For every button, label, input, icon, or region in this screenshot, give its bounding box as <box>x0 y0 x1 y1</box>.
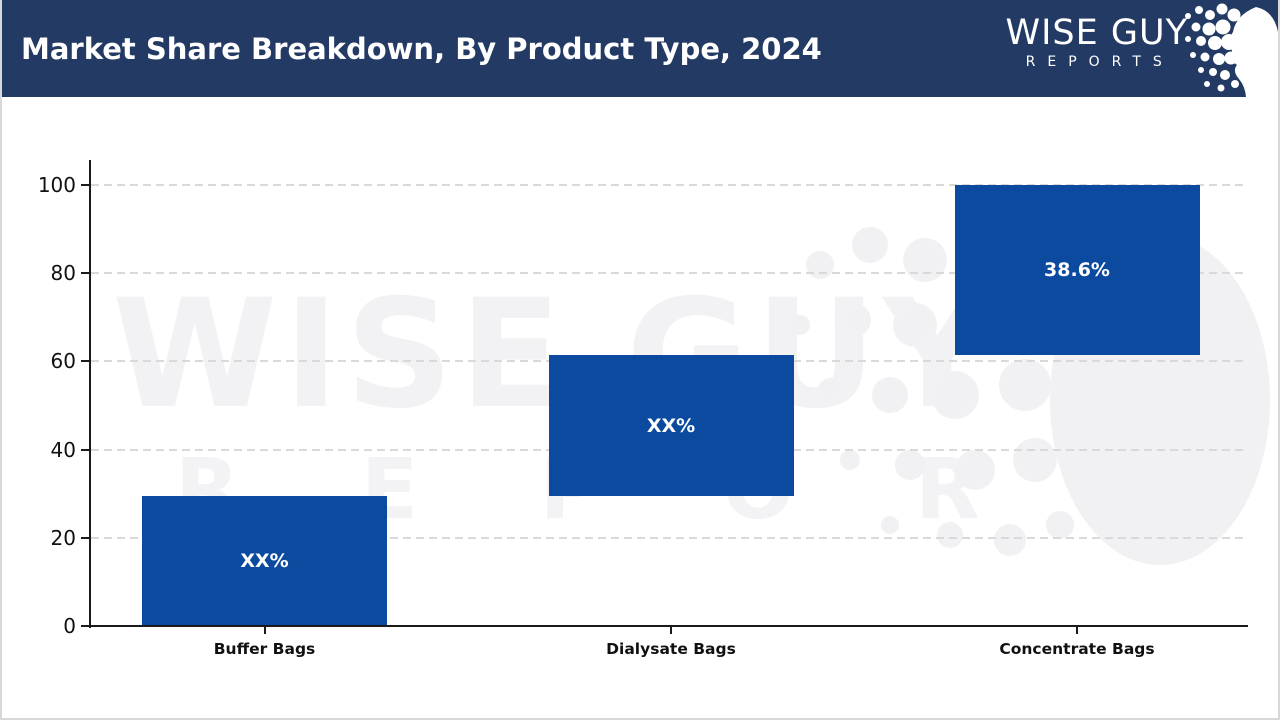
logo-wordmark: WISE GUY <box>1005 13 1188 53</box>
y-tick-label: 40 <box>50 437 76 462</box>
gridline-20 <box>91 536 1248 539</box>
y-tick-label: 100 <box>37 173 76 197</box>
gridline-100 <box>91 184 1248 186</box>
page-title: Market Share Breakdown, By Product Type,… <box>21 31 822 66</box>
y-axis-tick <box>81 360 89 363</box>
bar-dialysate-bags: XX% <box>548 355 794 497</box>
y-tick-label: 60 <box>50 349 76 374</box>
y-axis-tick <box>81 184 89 186</box>
y-axis-tick <box>81 536 89 539</box>
x-axis-tick <box>670 627 672 634</box>
y-tick-label: 80 <box>50 261 76 286</box>
logo-subtext: REPORTS <box>1025 54 1174 71</box>
x-tick-label: Dialysate Bags <box>606 640 736 658</box>
y-axis-tick <box>81 625 89 627</box>
y-axis-tick <box>81 272 89 275</box>
x-tick-label: Buffer Bags <box>213 640 316 658</box>
bar-value-label: 38.6% <box>1044 259 1110 282</box>
bar-concentrate-bags: 38.6% <box>954 185 1200 356</box>
bar-value-label: XX% <box>646 414 696 437</box>
y-axis-tick <box>81 448 89 451</box>
y-tick-label: 20 <box>50 525 76 550</box>
y-axis-line <box>89 160 91 628</box>
x-axis-line <box>89 625 1248 627</box>
bar-buffer-bags: XX% <box>142 496 387 626</box>
y-tick-label: 0 <box>63 614 76 638</box>
dotted-head-icon <box>1185 3 1280 97</box>
logo: WISE GUY REPORTS <box>1005 13 1188 70</box>
x-axis-tick <box>263 627 266 634</box>
bar-value-label: XX% <box>240 550 289 573</box>
x-axis-tick <box>1076 627 1078 634</box>
gridline-80 <box>91 272 1248 275</box>
x-tick-label: Concentrate Bags <box>999 640 1155 658</box>
header-bar: Market Share Breakdown, By Product Type,… <box>0 0 1280 97</box>
